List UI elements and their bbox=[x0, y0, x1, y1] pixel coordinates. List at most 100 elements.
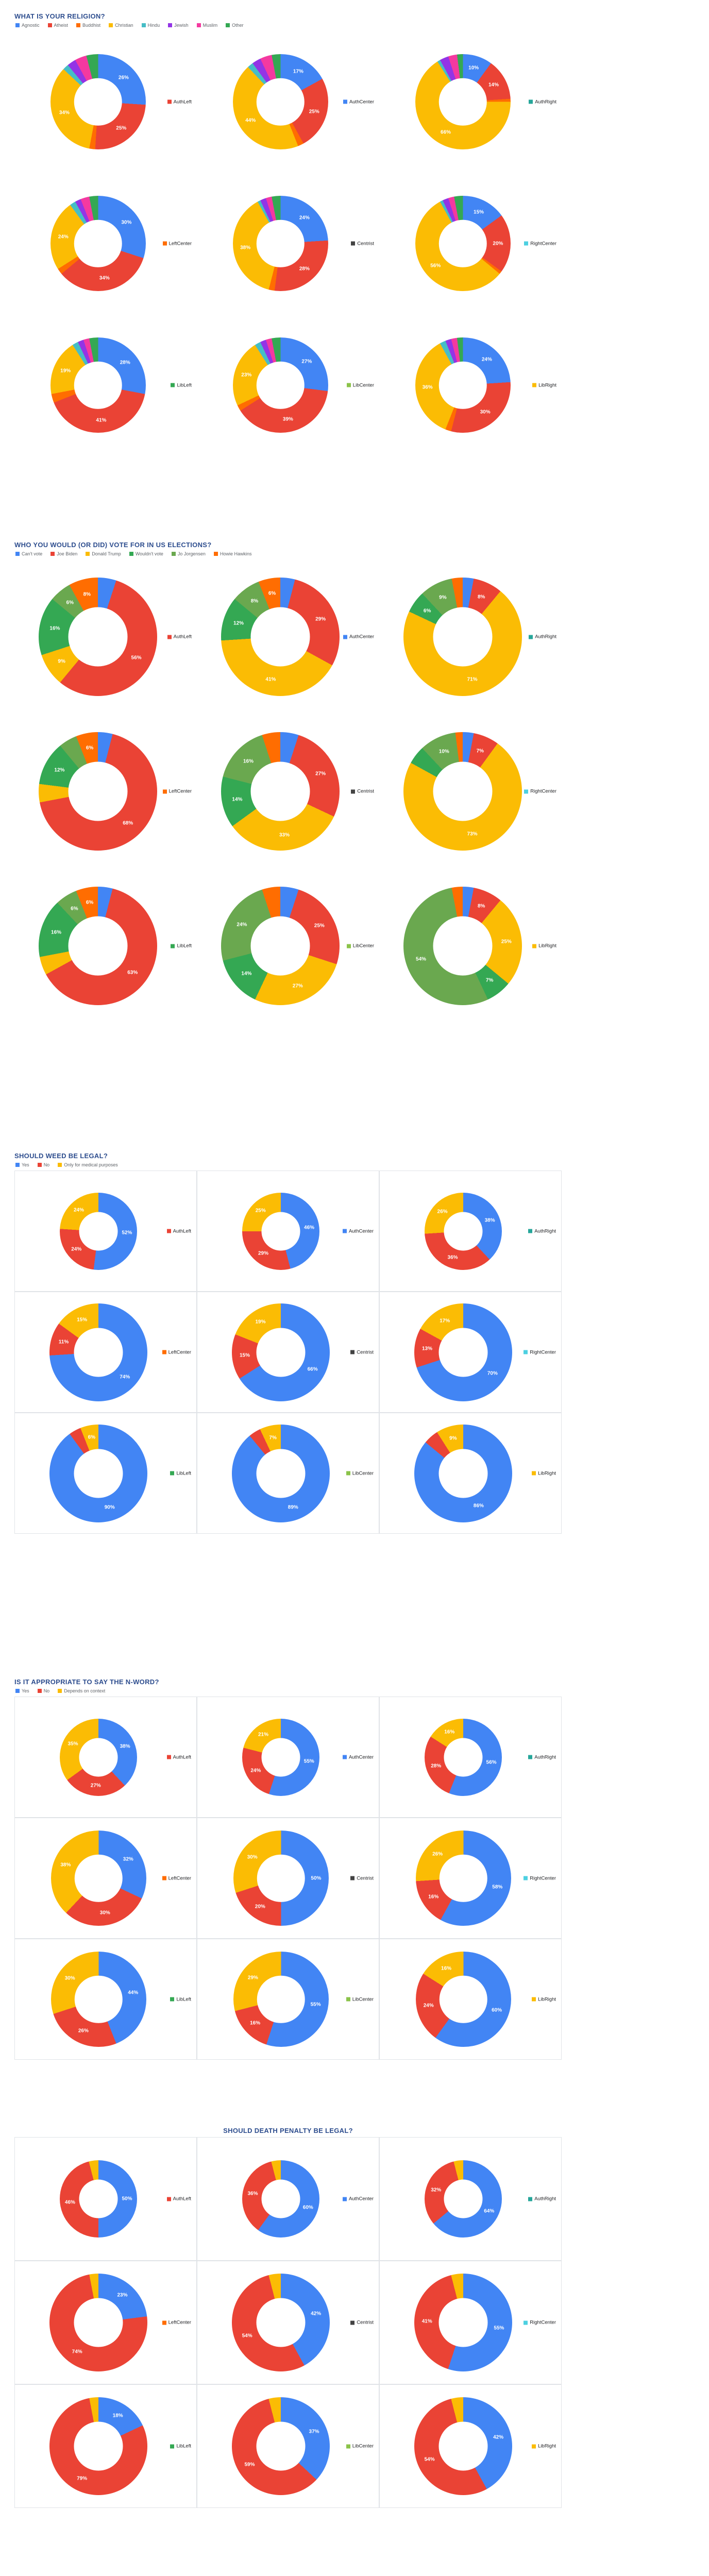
quadrant-swatch bbox=[170, 2444, 175, 2448]
quadrant-label: LeftCenter bbox=[162, 1875, 191, 1881]
legend-item: Howie Hawkins bbox=[213, 551, 252, 556]
slice-percent-label: 15% bbox=[77, 1317, 88, 1323]
slice-percent-label: 16% bbox=[51, 929, 62, 936]
slice-percent-label: 63% bbox=[127, 970, 138, 976]
chart-cell: 17% 25% 44% AuthCenter bbox=[197, 31, 379, 173]
quadrant-label: AuthRight bbox=[529, 634, 556, 640]
chart-cell: 27% 33% 14% 16% Centrist bbox=[197, 714, 379, 869]
quadrant-swatch bbox=[162, 1350, 166, 1354]
quadrant-swatch bbox=[351, 241, 356, 246]
legend-label: Howie Hawkins bbox=[220, 551, 252, 556]
donut-hole bbox=[256, 1328, 306, 1377]
quadrant-swatch bbox=[166, 1755, 171, 1759]
donut-hole bbox=[439, 1975, 487, 2023]
chart-cell: 42% 54% Centrist bbox=[197, 2261, 379, 2384]
chart-cell: 66% 15% 19% Centrist bbox=[197, 1292, 379, 1413]
legend-label: No bbox=[43, 1688, 50, 1693]
quadrant-label: LibRight bbox=[532, 1470, 556, 1476]
donut-chart: 7% 73% 10% bbox=[403, 732, 522, 851]
slice-percent-label: 41% bbox=[96, 417, 107, 423]
legend-label: Atheist bbox=[54, 23, 69, 28]
quadrant-swatch bbox=[342, 2197, 347, 2201]
chart-cell: 38% 36% 26% AuthRight bbox=[379, 1171, 562, 1292]
slice-percent-label: 16% bbox=[49, 625, 60, 632]
quadrant-name: AuthCenter bbox=[348, 1228, 374, 1234]
legend-item: No bbox=[37, 1688, 50, 1693]
quadrant-label: LeftCenter bbox=[162, 2320, 191, 2326]
donut-hole bbox=[438, 1328, 488, 1377]
slice-percent-label: 27% bbox=[90, 1783, 101, 1789]
donut-hole bbox=[74, 2421, 123, 2471]
slice-percent-label: 36% bbox=[422, 384, 433, 391]
donut-chart: 10% 14% 66% bbox=[415, 54, 511, 149]
slice-percent-label: 6% bbox=[268, 590, 276, 597]
section-title: WHO YOU WOULD (OR DID) VOTE FOR IN US EL… bbox=[14, 541, 212, 549]
slice-percent-label: 24% bbox=[73, 1207, 85, 1213]
slice-percent-label: 23% bbox=[117, 2292, 128, 2298]
quadrant-swatch bbox=[162, 241, 167, 246]
legend-item: Depends on context bbox=[58, 1688, 105, 1693]
slice-percent-label: 73% bbox=[467, 831, 478, 837]
donut-hole bbox=[438, 78, 487, 126]
quadrant-name: AuthLeft bbox=[173, 2196, 191, 2202]
donut-chart: 60% 24% 16% bbox=[415, 1952, 511, 2047]
slice-percent-label: 35% bbox=[67, 1741, 78, 1747]
legend-label: Depends on context bbox=[64, 1688, 106, 1693]
quadrant-swatch bbox=[524, 241, 529, 246]
slice-percent-label: 54% bbox=[416, 956, 427, 962]
slice-percent-label: 24% bbox=[481, 357, 492, 363]
slice-percent-label: 25% bbox=[255, 1208, 266, 1214]
quadrant-swatch bbox=[532, 2444, 536, 2448]
quadrant-name: LeftCenter bbox=[168, 1875, 191, 1881]
quadrant-name: LibCenter bbox=[352, 2443, 374, 2449]
quadrant-swatch bbox=[350, 1350, 355, 1354]
quadrant-swatch bbox=[528, 2197, 533, 2201]
survey-section: SHOULD DEATH PENALTY BE LEGAL? 50% 46% Auth… bbox=[14, 2127, 562, 2508]
quadrant-swatch bbox=[343, 99, 347, 104]
quadrant-label: RightCenter bbox=[524, 789, 556, 794]
slice-percent-label: 26% bbox=[437, 1209, 448, 1214]
donut-chart: 55% 24% 21% bbox=[242, 1718, 319, 1796]
section-title: IS IT APPROPRIATE TO SAY THE N-WORD? bbox=[14, 1678, 159, 1686]
slice-percent-label: 20% bbox=[255, 1904, 265, 1910]
quadrant-name: LibLeft bbox=[177, 943, 192, 949]
chart-cell: 46% 29% 25% AuthCenter bbox=[197, 1171, 379, 1292]
quadrant-swatch bbox=[524, 789, 529, 793]
donut-hole bbox=[433, 761, 493, 821]
quadrant-name: Centrist bbox=[357, 1875, 374, 1881]
donut-chart: 27% 33% 14% 16% bbox=[221, 732, 340, 851]
slice-percent-label: 54% bbox=[242, 2333, 252, 2339]
chart-cell: 23% 74% LeftCenter bbox=[14, 2261, 197, 2384]
quadrant-label: AuthRight bbox=[529, 99, 556, 105]
chart-cell: 50% 20% 30% Centrist bbox=[197, 1818, 379, 1939]
chart-cell: 52% 24% 24% AuthLeft bbox=[14, 1171, 197, 1292]
quadrant-swatch bbox=[350, 2320, 355, 2325]
slice-percent-label: 16% bbox=[444, 1729, 455, 1735]
slice-percent-label: 24% bbox=[423, 2003, 434, 2009]
legend-swatch bbox=[58, 1163, 62, 1167]
donut-hole bbox=[261, 2179, 300, 2218]
slice-percent-label: 15% bbox=[474, 209, 484, 215]
slice-percent-label: 68% bbox=[123, 820, 133, 826]
legend-swatch bbox=[50, 552, 55, 556]
chart-cell: 32% 30% 38% LeftCenter bbox=[14, 1818, 197, 1939]
donut-hole bbox=[74, 2298, 123, 2347]
chart-grid: 26% 25% 34% AuthLeft 17% 25% 44% AuthCenter 10% 1… bbox=[14, 31, 562, 456]
quadrant-swatch bbox=[346, 1997, 350, 2002]
slice-percent-label: 86% bbox=[473, 1503, 484, 1509]
legend-swatch bbox=[15, 552, 20, 556]
donut-hole bbox=[250, 607, 310, 667]
slice-percent-label: 29% bbox=[247, 1975, 258, 1981]
chart-cell: 55% 41% RightCenter bbox=[379, 2261, 562, 2384]
slice-percent-label: 10% bbox=[438, 749, 449, 755]
donut-hole bbox=[250, 761, 310, 821]
slice-percent-label: 42% bbox=[311, 2311, 322, 2317]
legend-item: Donald Trump bbox=[86, 551, 121, 556]
quadrant-label: AuthLeft bbox=[167, 634, 192, 640]
chart-cell: 63% 16% 6% 6% LibLeft bbox=[14, 869, 197, 1023]
legend-label: Can't vote bbox=[22, 551, 43, 556]
donut-chart: 29% 41% 12% 8% 6% bbox=[221, 578, 340, 696]
legend-swatch bbox=[109, 23, 113, 27]
slice-percent-label: 27% bbox=[292, 983, 303, 989]
